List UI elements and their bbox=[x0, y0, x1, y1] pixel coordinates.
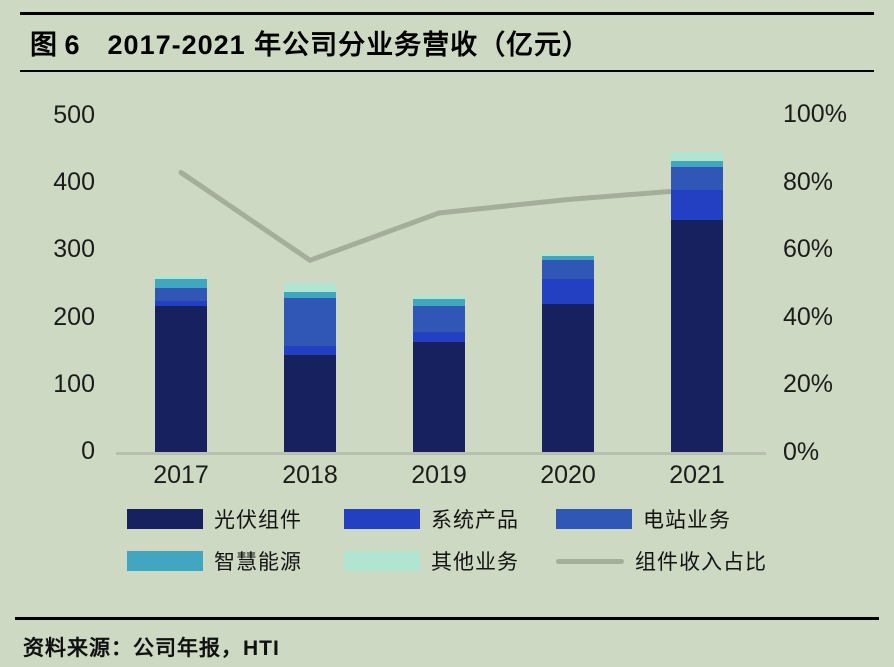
legend-label: 系统产品 bbox=[431, 509, 519, 532]
bar-segment bbox=[542, 278, 594, 305]
left-axis-tick-label: 300 bbox=[53, 235, 95, 264]
bar-segment bbox=[413, 299, 465, 306]
bar-segment bbox=[542, 256, 594, 261]
left-axis-tick-label: 0 bbox=[81, 437, 95, 465]
legend-item: 光伏组件 bbox=[127, 507, 302, 532]
bar-segment bbox=[155, 275, 207, 280]
bar-segment bbox=[284, 292, 336, 299]
legend-label: 组件收入占比 bbox=[635, 551, 767, 574]
legend-color-swatch bbox=[344, 551, 420, 571]
source-note: 资料来源：公司年报，HTI bbox=[23, 637, 280, 660]
right-axis-tick-label: 20% bbox=[783, 370, 834, 399]
legend-line-swatch bbox=[556, 558, 624, 564]
legend-item: 组件收入占比 bbox=[556, 549, 767, 574]
legend-label: 智慧能源 bbox=[214, 551, 302, 574]
right-axis-tick-label: 0% bbox=[783, 438, 820, 466]
left-axis-tick-label: 500 bbox=[53, 101, 95, 129]
legend-color-swatch bbox=[344, 509, 420, 529]
bar-segment bbox=[542, 304, 594, 452]
right-axis-tick-label: 80% bbox=[783, 167, 834, 196]
bar-segment bbox=[413, 341, 465, 452]
figure-title: 2017-2021 年公司分业务营收（亿元） bbox=[107, 30, 591, 60]
legend-label: 其他业务 bbox=[431, 551, 519, 574]
bar-segment bbox=[542, 253, 594, 257]
bar-segment bbox=[671, 167, 723, 190]
legend-item: 电站业务 bbox=[556, 507, 731, 532]
left-axis-tick-label: 200 bbox=[53, 302, 95, 331]
bar-segment bbox=[284, 298, 336, 347]
right-axis-tick-label: 60% bbox=[783, 235, 834, 264]
left-axis-tick-label: 100 bbox=[53, 369, 95, 398]
left-axis-tick-label: 400 bbox=[53, 168, 95, 197]
bar-segment bbox=[155, 300, 207, 307]
legend-label: 光伏组件 bbox=[214, 509, 302, 532]
bar-segment bbox=[413, 331, 465, 342]
bar-segment bbox=[413, 295, 465, 300]
legend-color-swatch bbox=[556, 509, 632, 529]
bar-segment bbox=[284, 283, 336, 293]
figure-title-bar: 图 6 2017-2021 年公司分业务营收（亿元） bbox=[20, 12, 874, 72]
legend-item: 其他业务 bbox=[344, 549, 519, 574]
bar-segment bbox=[671, 220, 723, 452]
category-label: 2020 bbox=[540, 461, 596, 489]
legend-color-swatch bbox=[127, 551, 203, 571]
bar-segment bbox=[671, 152, 723, 162]
category-label: 2017 bbox=[153, 461, 209, 489]
bar-segment bbox=[542, 260, 594, 279]
bar-segment bbox=[671, 189, 723, 221]
right-axis-tick-label: 100% bbox=[783, 100, 847, 128]
legend-item: 智慧能源 bbox=[127, 549, 302, 574]
category-label: 2018 bbox=[282, 461, 338, 489]
figure-number: 图 6 bbox=[30, 30, 80, 60]
bar-segment bbox=[671, 161, 723, 168]
legend-color-swatch bbox=[127, 509, 203, 529]
bar-segment bbox=[284, 346, 336, 356]
bar-segment bbox=[155, 288, 207, 301]
bar-segment bbox=[155, 306, 207, 452]
legend-item: 系统产品 bbox=[344, 507, 519, 532]
x-axis-line bbox=[116, 452, 766, 455]
category-label: 2021 bbox=[669, 461, 725, 489]
source-note-bar: 资料来源：公司年报，HTI bbox=[15, 617, 879, 662]
bar-segment bbox=[155, 279, 207, 289]
right-axis-tick-label: 40% bbox=[783, 302, 834, 331]
legend-label: 电站业务 bbox=[643, 509, 731, 532]
bar-segment bbox=[284, 355, 336, 452]
category-label: 2019 bbox=[411, 461, 467, 489]
bar-segment bbox=[413, 305, 465, 332]
trend-line bbox=[178, 170, 700, 263]
